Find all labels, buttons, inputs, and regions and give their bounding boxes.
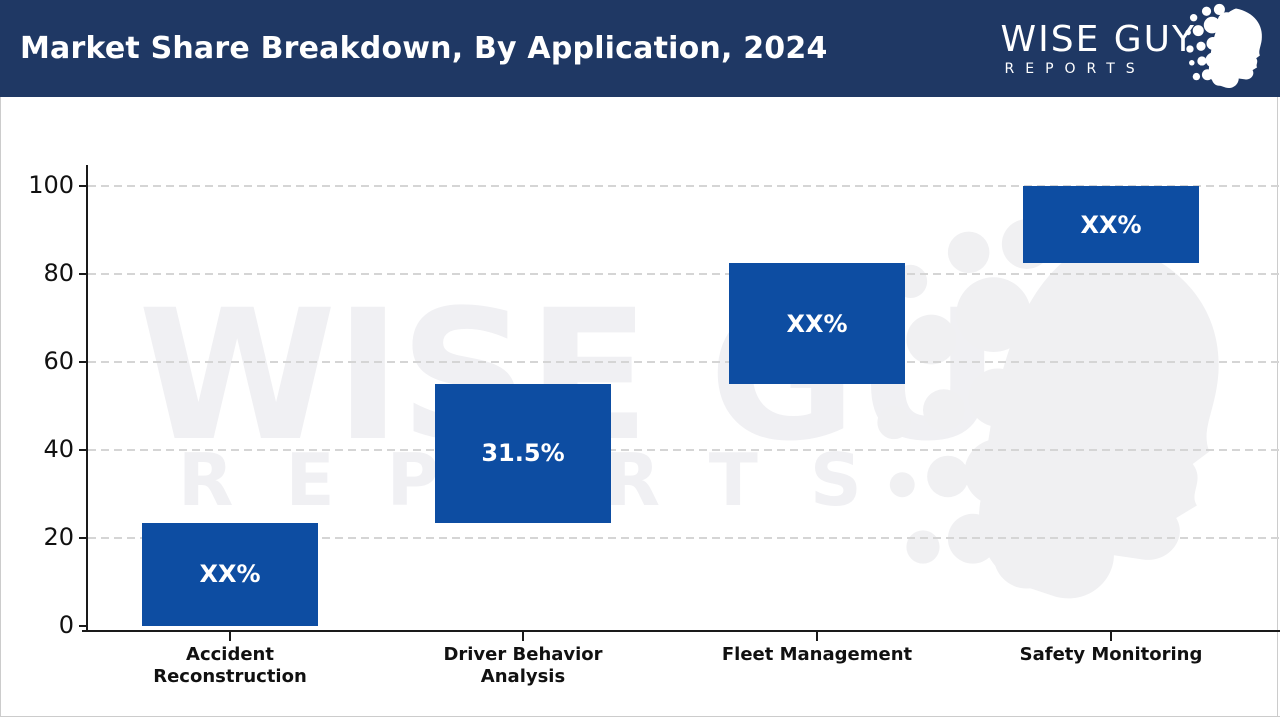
- x-category-label: Accident Reconstruction: [153, 644, 307, 687]
- y-tick-label-100: 100: [28, 171, 74, 199]
- y-tick-label-40: 40: [43, 435, 74, 463]
- y-tick-label-80: 80: [43, 259, 74, 287]
- y-tick-0: [79, 625, 88, 627]
- logo-text: WISE GUY REPORTS: [1000, 18, 1197, 77]
- bar-1: XX%: [142, 522, 318, 626]
- y-tick-40: [79, 449, 88, 451]
- logo-wordmark: WISE GUY: [1000, 18, 1196, 60]
- page-border-left: [0, 97, 1, 717]
- page-border-right: [1277, 97, 1278, 717]
- wise-guy-face-icon: [1185, 3, 1262, 88]
- logo-subtitle: REPORTS: [1004, 60, 1146, 77]
- y-tick-label-60: 60: [43, 347, 74, 375]
- y-tick-label-0: 0: [58, 611, 74, 639]
- x-tick-1: [229, 632, 231, 641]
- x-category-label: Fleet Management: [721, 644, 913, 665]
- x-category-label: Safety Monitoring: [1019, 644, 1203, 665]
- gridline-80: [88, 273, 1280, 275]
- gridline-100: [88, 185, 1280, 187]
- x-axis: [82, 630, 1280, 632]
- y-tick-100: [79, 185, 88, 187]
- y-tick-60: [79, 361, 88, 363]
- x-category-label: Driver Behavior Analysis: [443, 644, 603, 687]
- y-tick-80: [79, 273, 88, 275]
- bar-value-label: XX%: [786, 309, 848, 338]
- y-tick-label-20: 20: [43, 523, 74, 551]
- bar-4: XX%: [1023, 186, 1199, 263]
- wise-guy-reports-logo: WISE GUY REPORTS: [1001, 3, 1280, 95]
- gridline-40: [88, 449, 1280, 451]
- y-tick-20: [79, 537, 88, 539]
- bar-3: XX%: [729, 263, 905, 384]
- watermark-face-icon: [873, 219, 1219, 599]
- gridline-20: [88, 537, 1280, 539]
- x-tick-3: [816, 632, 818, 641]
- x-tick-4: [1110, 632, 1112, 641]
- page-title: Market Share Breakdown, By Application, …: [20, 31, 828, 66]
- page-border-bottom: [0, 716, 1280, 717]
- bar-value-label: XX%: [1080, 210, 1142, 239]
- x-tick-2: [522, 632, 524, 641]
- bar-2: 31.5%: [435, 384, 611, 523]
- bar-value-label: XX%: [199, 560, 261, 589]
- y-axis: [86, 165, 88, 632]
- header-bar: Market Share Breakdown, By Application, …: [0, 0, 1280, 97]
- gridline-60: [88, 361, 1280, 363]
- bar-value-label: 31.5%: [481, 439, 565, 468]
